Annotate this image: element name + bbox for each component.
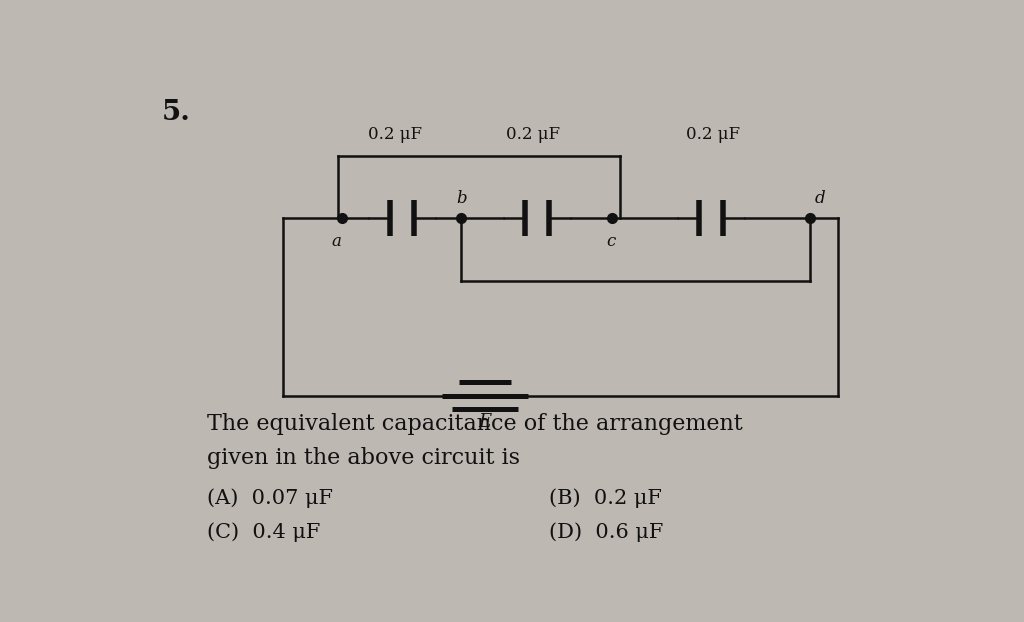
- Text: c: c: [606, 233, 615, 250]
- Text: E: E: [478, 413, 492, 431]
- Text: The equivalent capacitance of the arrangement
given in the above circuit is: The equivalent capacitance of the arrang…: [207, 413, 743, 469]
- Text: a: a: [331, 233, 341, 250]
- Text: (D)  0.6 μF: (D) 0.6 μF: [549, 522, 663, 542]
- Text: b: b: [456, 190, 467, 207]
- Text: (C)  0.4 μF: (C) 0.4 μF: [207, 522, 321, 542]
- Text: 0.2 μF: 0.2 μF: [506, 126, 560, 143]
- Text: d: d: [815, 190, 825, 207]
- Text: 0.2 μF: 0.2 μF: [369, 126, 423, 143]
- Text: (B)  0.2 μF: (B) 0.2 μF: [549, 489, 662, 508]
- Text: (A)  0.07 μF: (A) 0.07 μF: [207, 489, 334, 508]
- Text: 0.2 μF: 0.2 μF: [686, 126, 740, 143]
- Text: 5.: 5.: [162, 100, 190, 126]
